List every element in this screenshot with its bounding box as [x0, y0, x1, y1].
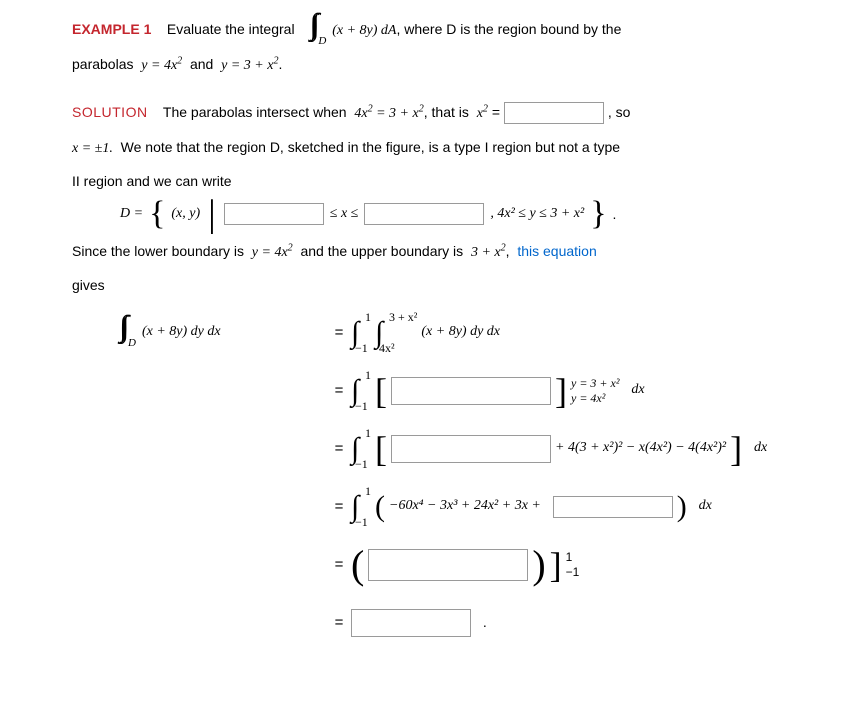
blank-input-5[interactable]: [391, 435, 551, 463]
work-row3-rhs: 1∫−1 [ + 4(3 + x²)² − x(4x²) − 4(4x²)² ]…: [351, 427, 851, 471]
equation-work: ∫∫D (x + 8y) dy dx = 1∫−1 3 + x²∫4x² (x …: [112, 311, 851, 645]
work-lhs: ∫∫D (x + 8y) dy dx: [112, 311, 327, 355]
double-integral-icon: ∫∫D: [114, 319, 136, 346]
integral-icon: 1∫−1: [351, 371, 371, 410]
blank-input-7[interactable]: [368, 549, 528, 581]
example-prompt: EXAMPLE 1 Evaluate the integral ∫∫ D (x …: [72, 16, 851, 45]
integral-icon: 1∫−1: [351, 429, 371, 468]
eval-bounds: 1 −1: [566, 550, 580, 579]
prompt-prefix: Evaluate the integral: [167, 21, 295, 37]
solution-line1: SOLUTION The parabolas intersect when 4x…: [72, 99, 851, 128]
blank-input-6[interactable]: [553, 496, 673, 518]
integral-icon: 1∫−1: [351, 313, 371, 352]
work-row2-rhs: 1∫−1 [ ] y = 3 + x² y = 4x² dx: [351, 369, 851, 413]
this-equation-link[interactable]: this equation: [517, 243, 596, 259]
solution-line2c: II region and we can write: [72, 168, 851, 195]
work-row1-rhs: 1∫−1 3 + x²∫4x² (x + 8y) dy dx: [351, 311, 851, 355]
work-row5-rhs: ( ) ] 1 −1: [351, 543, 851, 587]
integral-icon: 3 + x²∫4x²: [375, 313, 417, 352]
solution-line2: x = ±1. We note that the region D, sketc…: [72, 134, 851, 163]
blank-input-8[interactable]: [351, 609, 471, 637]
blank-input-2[interactable]: [224, 203, 324, 225]
work-row6-rhs: .: [351, 601, 851, 645]
blank-input-1[interactable]: [504, 102, 604, 124]
work-row4-rhs: 1∫−1 ( −60x⁴ − 3x³ + 24x² + 3x + ) dx: [351, 485, 851, 529]
blank-input-4[interactable]: [391, 377, 551, 405]
blank-input-3[interactable]: [364, 203, 484, 225]
gives: gives: [72, 272, 851, 299]
double-integral-icon: ∫∫ D: [304, 17, 326, 44]
solution-label: SOLUTION: [72, 104, 148, 120]
eval-bounds: y = 3 + x² y = 4x²: [571, 376, 619, 405]
since-line: Since the lower boundary is y = 4x2 and …: [72, 238, 851, 267]
parabolas-line: parabolas y = 4x2 and y = 3 + x2.: [72, 51, 851, 80]
d-set-definition: D = { (x, y) | ≤ x ≤ , 4x² ≤ y ≤ 3 + x² …: [72, 201, 851, 228]
integrand: (x + 8y) dA: [332, 23, 396, 38]
where-text: , where D is the region bound by the: [396, 21, 621, 37]
integral-icon: 1∫−1: [351, 487, 371, 526]
example-label: EXAMPLE 1: [72, 21, 151, 37]
